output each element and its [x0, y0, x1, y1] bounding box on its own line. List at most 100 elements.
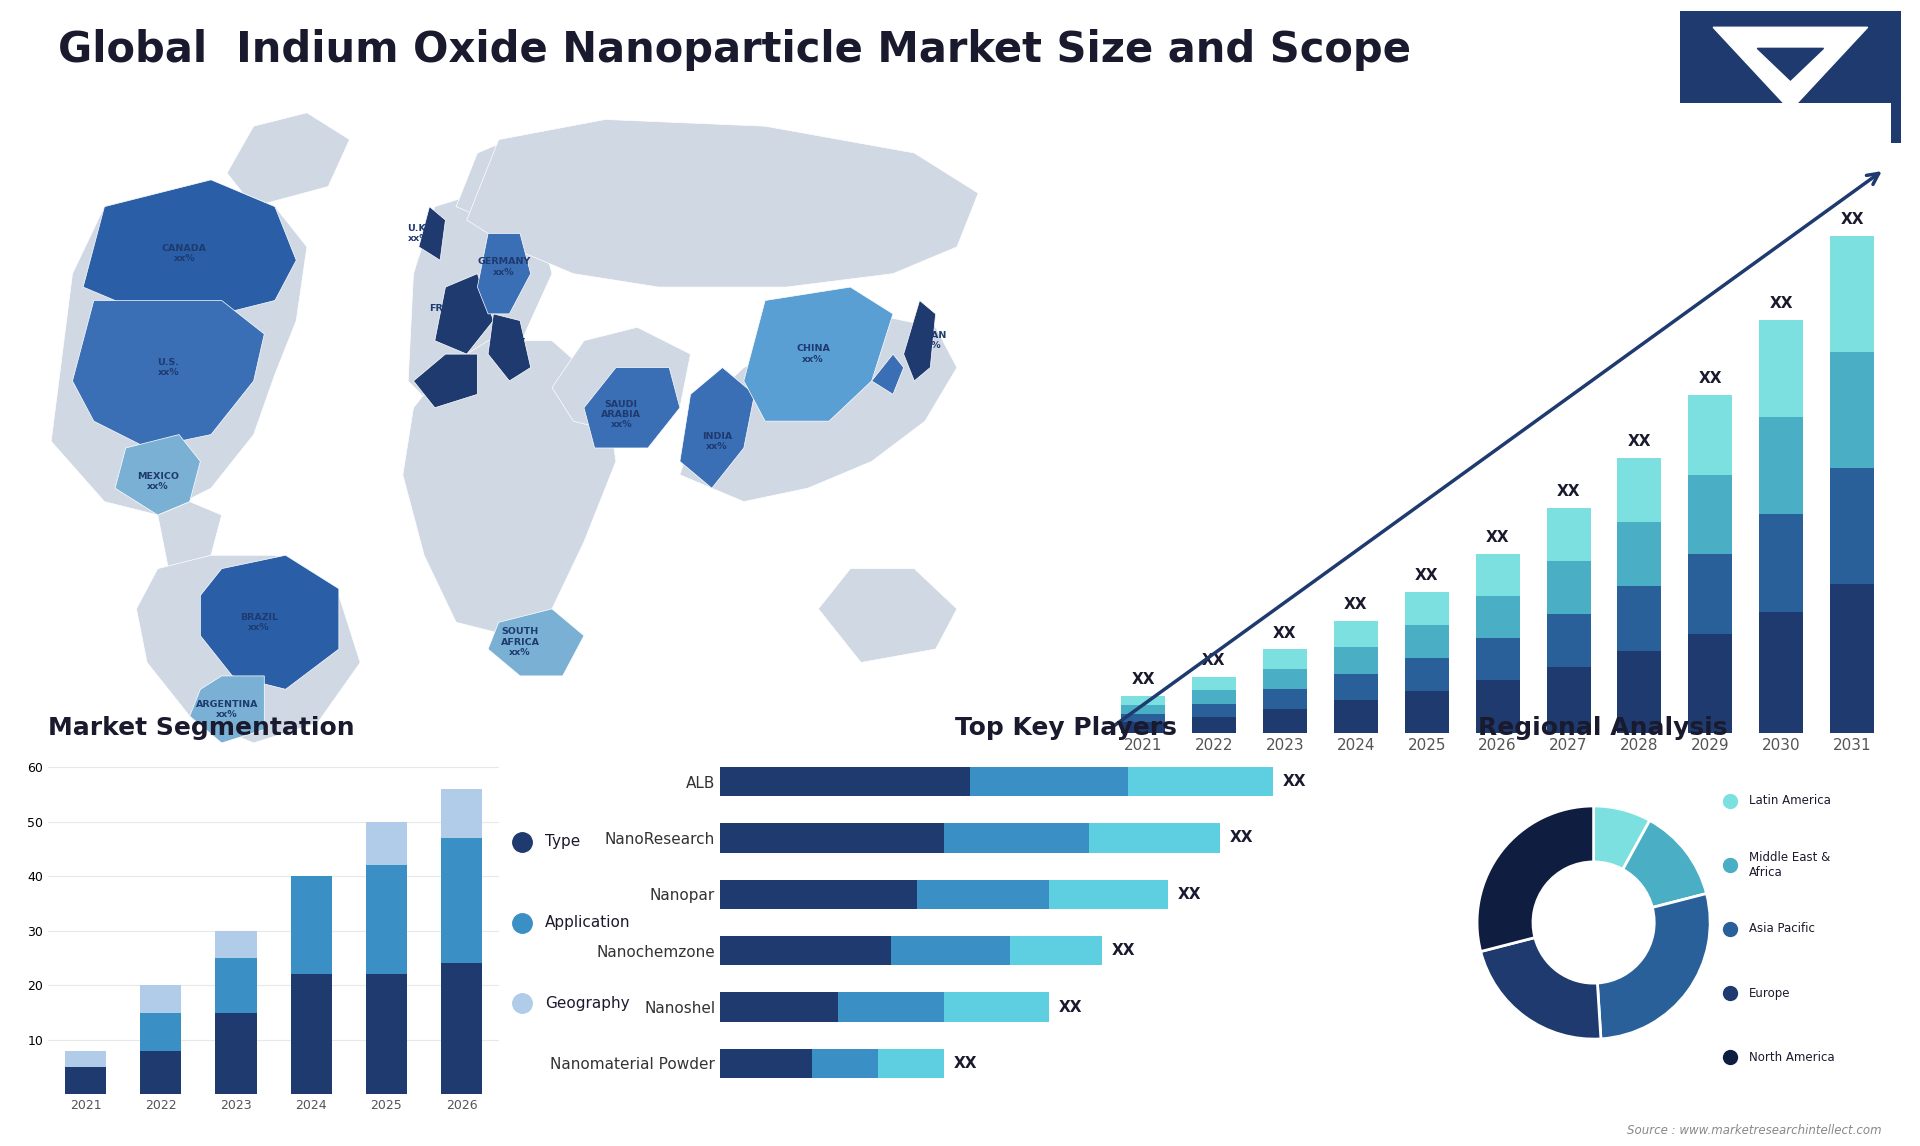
- Bar: [442, 788, 482, 838]
- Polygon shape: [680, 368, 755, 488]
- Text: ARGENTINA
xx%: ARGENTINA xx%: [196, 700, 259, 720]
- Text: SOUTH
AFRICA
xx%: SOUTH AFRICA xx%: [501, 628, 540, 658]
- Bar: [1546, 508, 1590, 560]
- Bar: [1121, 714, 1165, 722]
- Text: XX: XX: [1344, 597, 1367, 612]
- Polygon shape: [409, 194, 553, 408]
- Text: SAUDI
ARABIA
xx%: SAUDI ARABIA xx%: [601, 400, 641, 430]
- Bar: [1688, 395, 1732, 474]
- Bar: [290, 877, 332, 974]
- Polygon shape: [467, 119, 979, 288]
- Bar: [1476, 681, 1519, 733]
- Text: XX: XX: [1699, 371, 1722, 386]
- Bar: [1617, 587, 1661, 651]
- Wedge shape: [1594, 806, 1649, 870]
- Text: U.K.
xx%: U.K. xx%: [407, 223, 430, 243]
- Polygon shape: [488, 609, 584, 676]
- Bar: [1192, 677, 1236, 690]
- Bar: [1688, 474, 1732, 555]
- Bar: [365, 865, 407, 974]
- Bar: [442, 964, 482, 1094]
- Polygon shape: [743, 288, 893, 421]
- Polygon shape: [52, 180, 307, 515]
- Bar: [839, 992, 945, 1022]
- Bar: [1192, 717, 1236, 733]
- Bar: [1830, 468, 1874, 584]
- Polygon shape: [680, 314, 956, 502]
- Bar: [1334, 700, 1379, 733]
- Text: XX: XX: [1841, 212, 1864, 227]
- Polygon shape: [200, 555, 338, 689]
- Bar: [1759, 515, 1803, 612]
- Text: Regional Analysis: Regional Analysis: [1478, 716, 1728, 740]
- Text: Asia Pacific: Asia Pacific: [1749, 923, 1814, 935]
- Bar: [877, 1049, 945, 1078]
- Bar: [215, 1013, 257, 1094]
- Bar: [1759, 320, 1803, 417]
- Bar: [1405, 591, 1450, 625]
- Text: MARKET: MARKET: [1768, 115, 1812, 124]
- Text: Application: Application: [545, 915, 630, 931]
- Polygon shape: [872, 354, 904, 394]
- Text: XX: XX: [1486, 531, 1509, 545]
- Bar: [1121, 705, 1165, 714]
- Bar: [1334, 647, 1379, 674]
- Bar: [970, 767, 1129, 796]
- Bar: [1334, 674, 1379, 700]
- Text: XX: XX: [954, 1055, 977, 1070]
- Bar: [1334, 621, 1379, 647]
- Bar: [720, 880, 918, 909]
- Bar: [1405, 658, 1450, 691]
- Text: XX: XX: [1060, 999, 1083, 1014]
- Text: Top Key Players: Top Key Players: [954, 716, 1177, 740]
- Bar: [1121, 696, 1165, 705]
- Text: Europe: Europe: [1749, 987, 1791, 999]
- Text: SPAIN
xx%: SPAIN xx%: [424, 371, 455, 391]
- Bar: [918, 880, 1048, 909]
- Text: XX: XX: [1231, 831, 1254, 846]
- Text: XX: XX: [1628, 434, 1651, 449]
- Polygon shape: [488, 314, 530, 380]
- Polygon shape: [457, 140, 530, 220]
- Text: Source : www.marketresearchintellect.com: Source : www.marketresearchintellect.com: [1626, 1124, 1882, 1137]
- Text: XX: XX: [1112, 943, 1135, 958]
- Bar: [812, 1049, 877, 1078]
- Bar: [65, 1051, 106, 1067]
- Text: INTELLECT: INTELLECT: [1763, 138, 1818, 147]
- Bar: [1048, 880, 1167, 909]
- Polygon shape: [190, 676, 265, 743]
- Polygon shape: [419, 206, 445, 260]
- Text: ITALY
xx%: ITALY xx%: [497, 338, 526, 358]
- Text: Type: Type: [545, 834, 580, 849]
- Bar: [1617, 523, 1661, 587]
- Polygon shape: [818, 568, 956, 662]
- Bar: [720, 1049, 812, 1078]
- Text: JAPAN
xx%: JAPAN xx%: [914, 331, 947, 351]
- Bar: [720, 992, 839, 1022]
- Text: XX: XX: [1273, 626, 1296, 641]
- Bar: [1759, 612, 1803, 733]
- Bar: [1546, 614, 1590, 667]
- Polygon shape: [413, 354, 478, 408]
- Text: XX: XX: [1415, 568, 1438, 583]
- Polygon shape: [1713, 28, 1868, 110]
- Bar: [1830, 584, 1874, 733]
- Bar: [140, 986, 182, 1013]
- Text: XX: XX: [1770, 296, 1793, 311]
- Bar: [1476, 555, 1519, 596]
- Bar: [945, 992, 1048, 1022]
- Text: INDIA
xx%: INDIA xx%: [703, 432, 732, 452]
- Text: Global  Indium Oxide Nanoparticle Market Size and Scope: Global Indium Oxide Nanoparticle Market …: [58, 29, 1411, 71]
- Text: U.S.
xx%: U.S. xx%: [157, 358, 179, 377]
- Text: MEXICO
xx%: MEXICO xx%: [136, 472, 179, 492]
- Text: Market Segmentation: Market Segmentation: [48, 716, 355, 740]
- Polygon shape: [434, 274, 493, 354]
- Bar: [1830, 236, 1874, 352]
- Bar: [720, 936, 891, 965]
- Wedge shape: [1480, 937, 1601, 1039]
- Polygon shape: [1757, 48, 1824, 80]
- Text: CANADA
xx%: CANADA xx%: [161, 244, 207, 264]
- Text: CHINA
xx%: CHINA xx%: [797, 345, 829, 363]
- Polygon shape: [904, 300, 935, 380]
- Text: XX: XX: [1202, 653, 1225, 668]
